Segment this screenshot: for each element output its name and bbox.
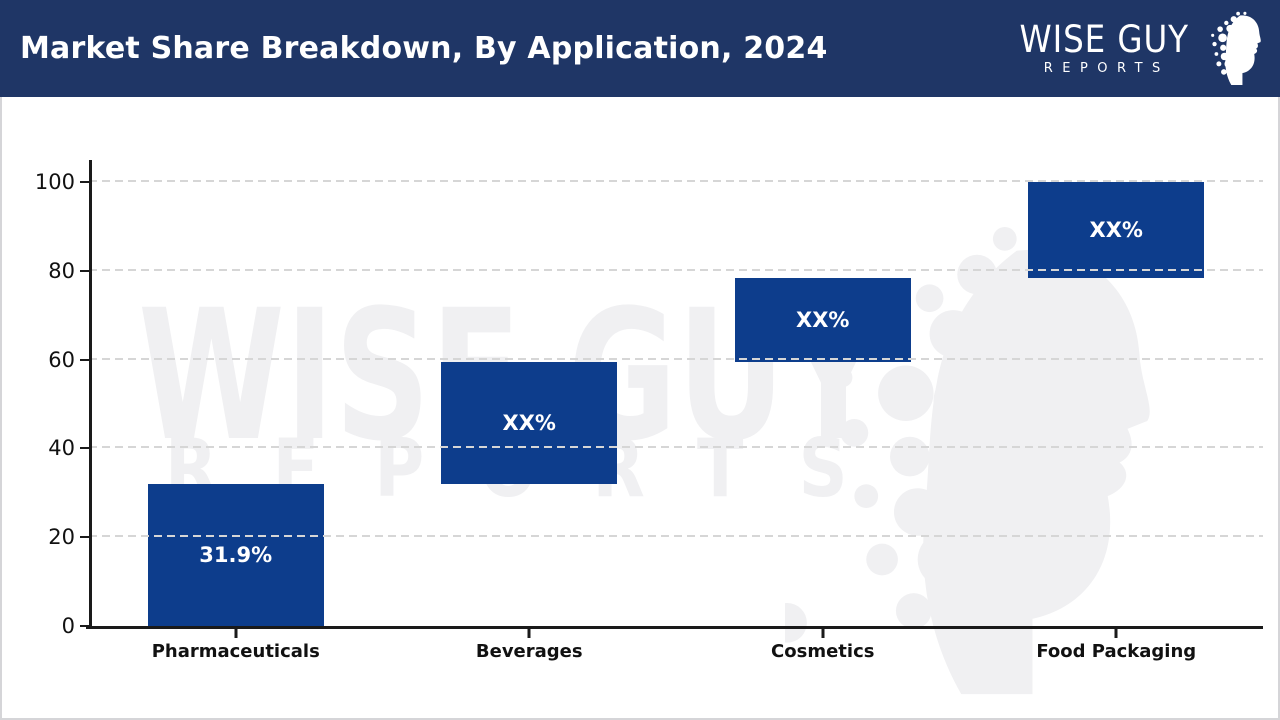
gridline-20 xyxy=(89,535,1263,538)
logo-wordmark: WISE GUY xyxy=(1019,18,1189,61)
bar-pharmaceuticals: 31.9% xyxy=(147,484,324,626)
x-tick-food-packaging xyxy=(1114,629,1118,638)
wise-guy-logo: WISE GUY REPORTS xyxy=(1008,7,1266,91)
bar-food-packaging: XX% xyxy=(1028,182,1205,278)
header: Market Share Breakdown, By Application, … xyxy=(0,0,1280,97)
y-tick-100 xyxy=(80,181,89,184)
left-border xyxy=(0,97,2,720)
y-tick-label-60: 60 xyxy=(48,347,75,372)
logo-face-icon xyxy=(1211,11,1261,85)
x-label-pharmaceuticals: Pharmaceuticals xyxy=(151,641,320,662)
x-label-food-packaging: Food Packaging xyxy=(1036,641,1197,662)
y-tick-40 xyxy=(80,447,89,450)
y-tick-label-20: 20 xyxy=(48,525,75,550)
y-tick-label-0: 0 xyxy=(61,614,75,638)
bottom-border xyxy=(0,718,1280,720)
y-tick-label-40: 40 xyxy=(48,436,75,461)
x-axis xyxy=(86,626,1263,629)
bar-cosmetics: XX% xyxy=(734,277,911,362)
right-border xyxy=(1278,97,1280,720)
gridline-80 xyxy=(89,268,1263,271)
x-label-beverages: Beverages xyxy=(475,641,583,662)
x-tick-beverages xyxy=(527,629,531,638)
y-tick-0 xyxy=(80,625,89,627)
x-tick-cosmetics xyxy=(821,629,825,638)
y-axis xyxy=(89,160,92,626)
bar-label-pharmaceuticals: 31.9% xyxy=(199,543,273,568)
gridline-100 xyxy=(89,180,1263,183)
bar-label-food-packaging: XX% xyxy=(1089,217,1143,242)
logo-text: WISE GUY REPORTS xyxy=(1008,21,1200,76)
y-tick-60 xyxy=(80,358,89,361)
gridline-40 xyxy=(89,446,1263,449)
page-title: Market Share Breakdown, By Application, … xyxy=(20,31,828,66)
plot-area: 0 20 40 60 80 100 31.9% Pharmaceuticals XX% Bever… xyxy=(35,160,1263,662)
bar-label-cosmetics: XX% xyxy=(796,307,850,332)
bar-beverages: XX% xyxy=(441,361,618,485)
y-tick-label-100: 100 xyxy=(34,170,75,195)
y-tick-80 xyxy=(80,269,89,272)
y-tick-label-80: 80 xyxy=(48,258,75,283)
gridline-60 xyxy=(89,357,1263,360)
bar-label-beverages: XX% xyxy=(502,411,556,436)
x-label-cosmetics: Cosmetics xyxy=(771,641,875,662)
x-tick-pharmaceuticals xyxy=(234,629,238,638)
logo-subtext: REPORTS xyxy=(1043,61,1170,76)
y-tick-20 xyxy=(80,536,89,539)
